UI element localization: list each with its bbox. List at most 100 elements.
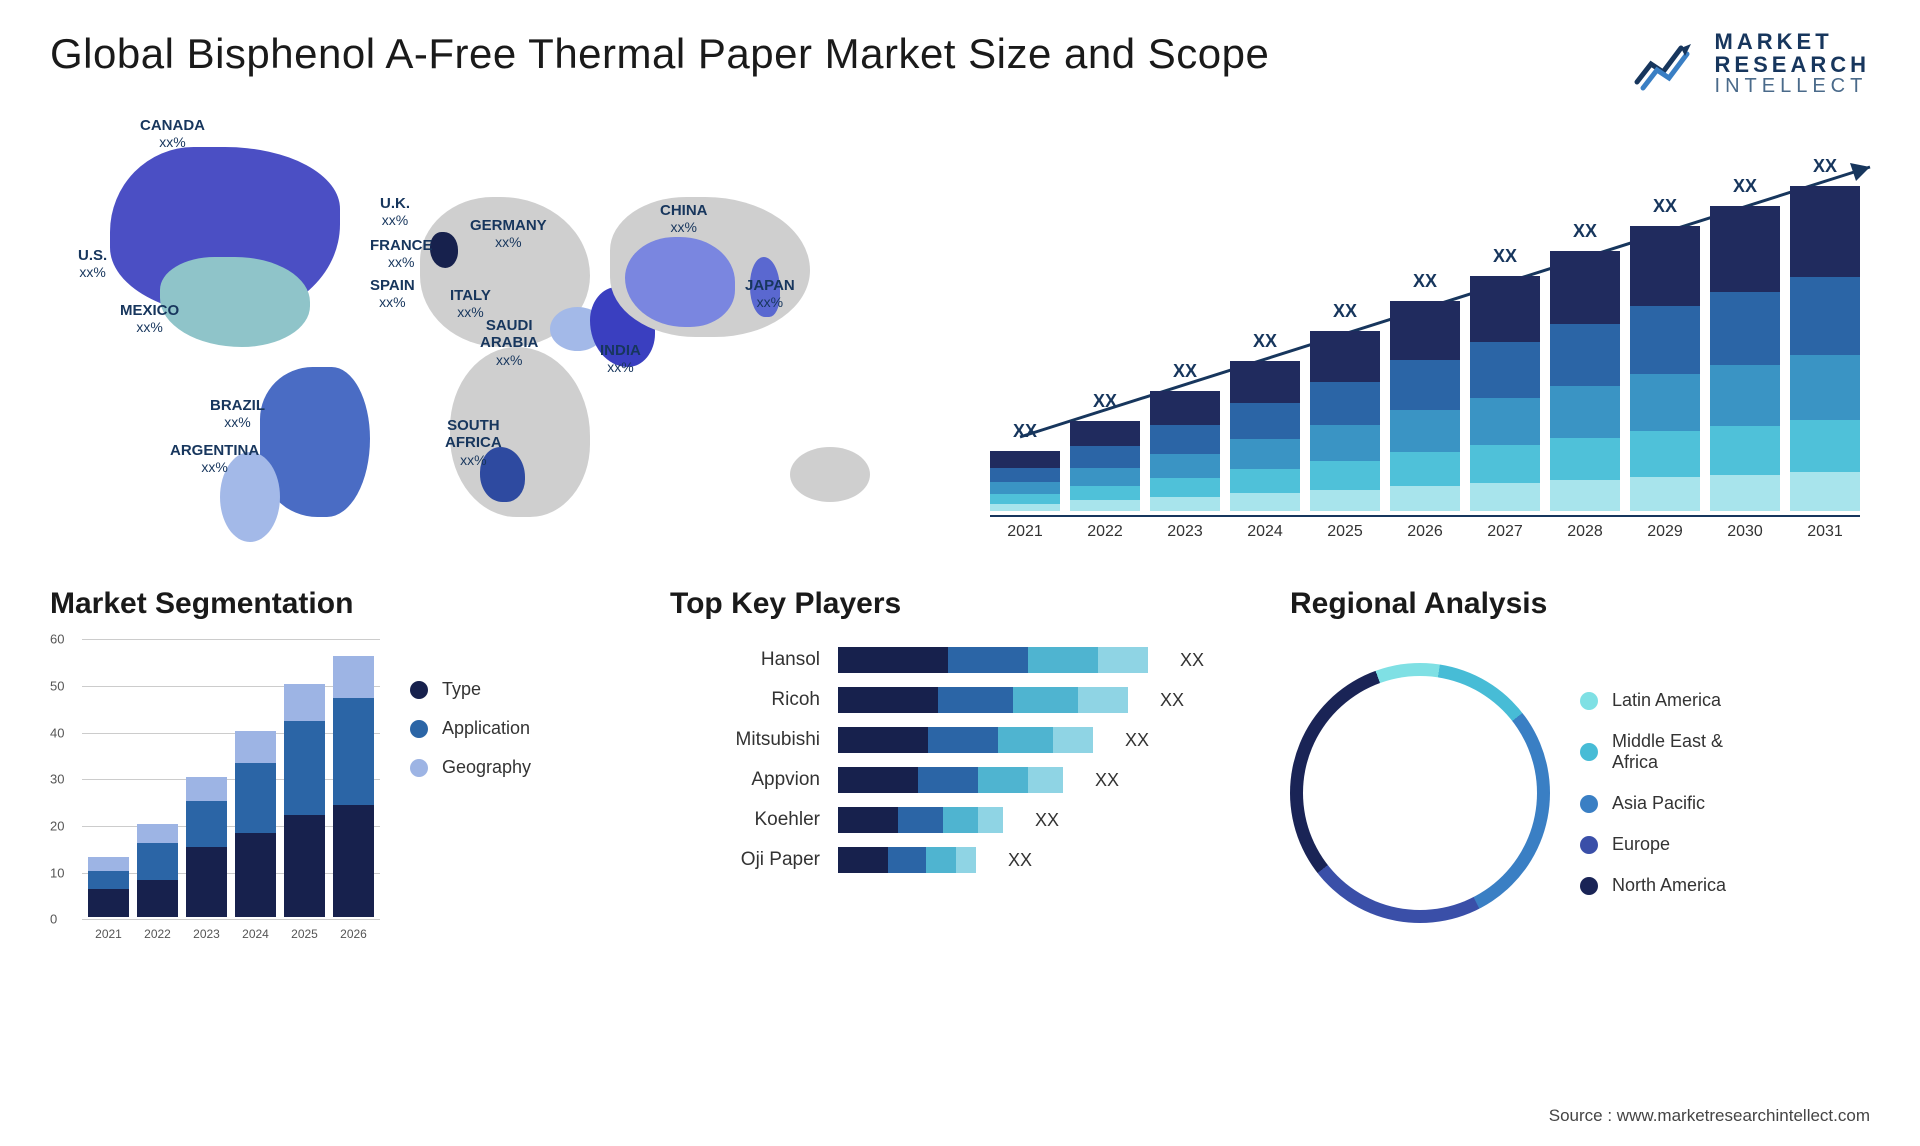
bar-segment <box>1390 486 1460 511</box>
main-chart-bar: XX <box>1390 301 1460 511</box>
bar-segment <box>1310 382 1380 425</box>
main-chart-bar: XX <box>1550 251 1620 511</box>
bar-segment <box>1550 386 1620 438</box>
map-label: FRANCExx% <box>370 237 433 272</box>
bar-segment <box>948 647 1028 673</box>
bar-value-label: XX <box>990 421 1060 442</box>
player-value: XX <box>1160 690 1184 711</box>
x-tick-label: 2023 <box>1150 523 1220 541</box>
y-tick-label: 0 <box>50 912 57 927</box>
bar-segment <box>1790 186 1860 277</box>
top-players-title: Top Key Players <box>670 587 1250 621</box>
bar-segment <box>1230 469 1300 493</box>
bar-segment <box>918 767 978 793</box>
bar-segment <box>1470 445 1540 483</box>
source-attribution: Source : www.marketresearchintellect.com <box>1549 1106 1870 1126</box>
top-players-panel: Top Key Players HansolXXRicohXXMitsubish… <box>670 587 1250 947</box>
bar-segment <box>990 468 1060 482</box>
bar-segment <box>1550 251 1620 324</box>
bar-segment <box>1310 425 1380 461</box>
seg-bar <box>88 857 129 918</box>
logo-line2: RESEARCH <box>1715 53 1870 76</box>
bar-segment <box>926 847 956 873</box>
main-chart-bar: XX <box>990 451 1060 511</box>
bar-segment <box>186 847 227 917</box>
bar-segment <box>1710 292 1780 365</box>
bar-segment <box>838 647 948 673</box>
legend-swatch-icon <box>1580 877 1598 895</box>
bar-segment <box>1710 365 1780 426</box>
bar-segment <box>1550 324 1620 386</box>
logo-mark-icon <box>1633 34 1703 94</box>
x-tick-label: 2022 <box>1070 523 1140 541</box>
x-tick-label: 2025 <box>1310 523 1380 541</box>
bar-value-label: XX <box>1790 156 1860 177</box>
player-row: HansolXX <box>670 647 1250 673</box>
x-tick-label: 2028 <box>1550 523 1620 541</box>
bar-segment <box>1070 421 1140 446</box>
player-name: Oji Paper <box>670 849 820 871</box>
bar-segment <box>1310 490 1380 512</box>
map-label: MEXICOxx% <box>120 302 179 337</box>
bar-segment <box>1070 468 1140 486</box>
main-chart-bar: XX <box>1710 206 1780 511</box>
seg-bar <box>137 824 178 917</box>
bar-segment <box>1790 420 1860 472</box>
bar-segment <box>838 687 938 713</box>
segmentation-legend: TypeApplicationGeography <box>410 639 531 947</box>
legend-item: Geography <box>410 757 531 778</box>
bar-segment <box>88 857 129 871</box>
map-region <box>790 447 870 502</box>
bar-segment <box>888 847 926 873</box>
legend-item: Application <box>410 718 531 739</box>
bar-segment <box>1630 431 1700 477</box>
map-region <box>430 232 458 268</box>
bar-segment <box>88 889 129 917</box>
bar-segment <box>998 727 1053 753</box>
bar-segment <box>186 777 227 800</box>
bar-segment <box>1470 276 1540 342</box>
y-tick-label: 20 <box>50 818 64 833</box>
y-tick-label: 30 <box>50 772 64 787</box>
bar-segment <box>943 807 978 833</box>
bar-segment <box>1070 486 1140 500</box>
seg-bar <box>284 684 325 917</box>
bar-segment <box>137 824 178 843</box>
bar-segment <box>1230 493 1300 511</box>
main-chart-bar: XX <box>1790 186 1860 511</box>
player-bar <box>838 727 1093 753</box>
regional-panel: Regional Analysis Latin AmericaMiddle Ea… <box>1290 587 1870 947</box>
map-label: SOUTHAFRICAxx% <box>445 417 502 469</box>
x-tick-label: 2025 <box>284 927 325 941</box>
page-title: Global Bisphenol A-Free Thermal Paper Ma… <box>50 30 1269 78</box>
logo-line3: INTELLECT <box>1715 76 1870 97</box>
bar-segment <box>928 727 998 753</box>
top-players-chart: HansolXXRicohXXMitsubishiXXAppvionXXKoeh… <box>670 639 1250 947</box>
bar-segment <box>1710 426 1780 475</box>
bar-segment <box>1630 477 1700 511</box>
market-size-chart: XXXXXXXXXXXXXXXXXXXXXX 20212022202320242… <box>970 117 1870 547</box>
bar-segment <box>938 687 1013 713</box>
bar-segment <box>990 482 1060 494</box>
bar-segment <box>1390 301 1460 360</box>
bar-segment <box>1630 226 1700 306</box>
player-name: Mitsubishi <box>670 729 820 751</box>
bar-segment <box>838 847 888 873</box>
bar-segment <box>1550 438 1620 480</box>
x-tick-label: 2026 <box>1390 523 1460 541</box>
legend-swatch-icon <box>410 759 428 777</box>
player-bar <box>838 647 1148 673</box>
player-row: KoehlerXX <box>670 807 1250 833</box>
map-region <box>160 257 310 347</box>
bar-segment <box>1790 277 1860 355</box>
bar-segment <box>1470 398 1540 445</box>
bar-segment <box>1070 500 1140 511</box>
x-tick-label: 2023 <box>186 927 227 941</box>
seg-bar <box>333 656 374 917</box>
bar-segment <box>838 807 898 833</box>
bar-segment <box>1070 446 1140 468</box>
bar-value-label: XX <box>1550 221 1620 242</box>
bar-segment <box>137 880 178 917</box>
bar-segment <box>1630 374 1700 431</box>
legend-item: Middle East &Africa <box>1580 731 1726 773</box>
